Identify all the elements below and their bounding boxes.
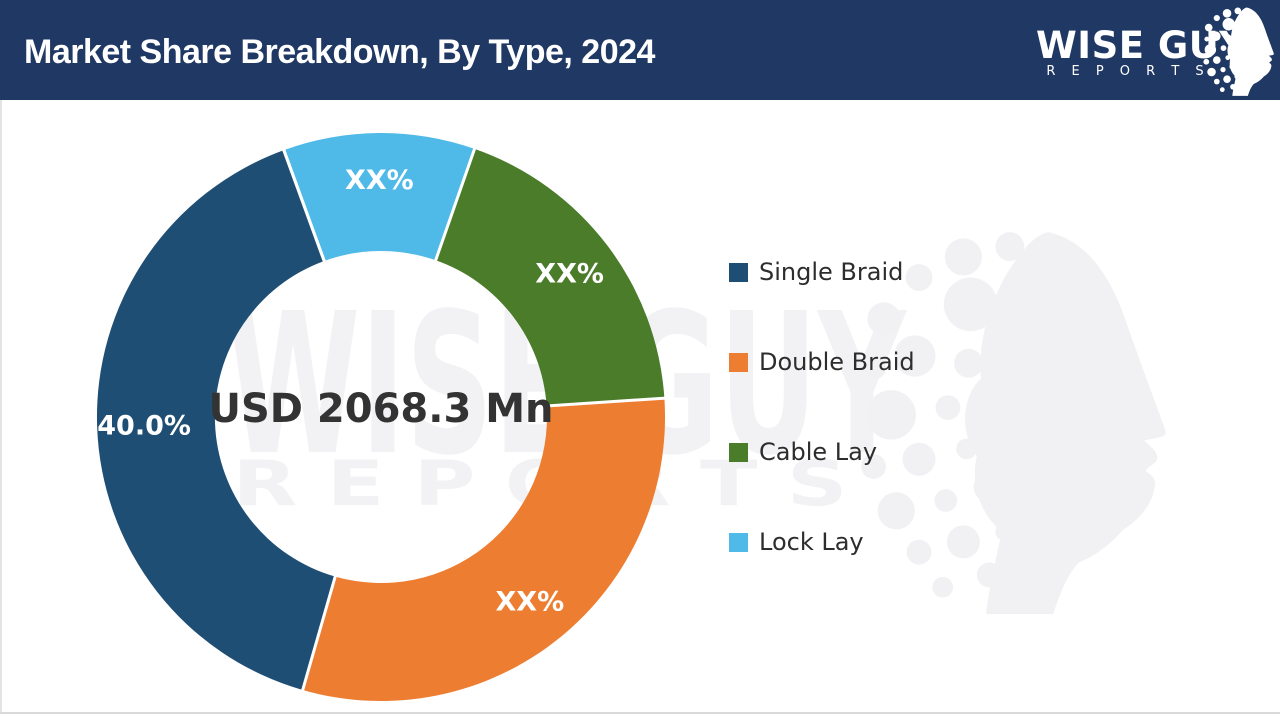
legend-label-cable-lay: Cable Lay [759,438,878,466]
donut-segment-separator [300,574,338,692]
legend-label-double-braid: Double Braid [759,348,915,376]
logo-tagline-text: R E P O R T S [1046,64,1210,79]
legend-swatch-single-braid [729,262,748,282]
legend-item-single-braid: Single Braid [729,258,903,286]
legend-item-double-braid: Double Braid [729,348,915,376]
donut-segment-double-braid [302,398,666,702]
legend-item-lock-lay: Lock Lay [729,528,864,556]
legend-swatch-cable-lay [729,442,748,462]
legend-label-single-braid: Single Braid [759,258,904,286]
legend-label-lock-lay: Lock Lay [759,528,864,556]
page-title: Market Share Breakdown, By Type, 2024 [24,33,655,71]
donut-segment-label-single-braid: 40.0% [97,410,191,441]
donut-segment-separator [544,396,666,408]
legend-swatch-double-braid [729,352,748,372]
bottom-divider [0,712,1280,714]
legend-swatch-lock-lay [729,532,748,552]
header-bar: Market Share Breakdown, By Type, 2024 WI… [0,0,1280,100]
donut-segment-separator [433,147,477,263]
donut-center-value: USD 2068.3 Mn [208,386,554,432]
donut-segment-label-lock-lay: XX% [345,165,414,196]
donut-segment-cable-lay [435,148,665,406]
left-edge-divider [0,100,2,712]
donut-segment-separator [282,148,327,264]
donut-segment-single-braid [96,150,336,691]
donut-segment-label-double-braid: XX% [495,586,564,617]
donut-segment-lock-lay [283,133,475,261]
donut-segment-label-cable-lay: XX% [535,258,604,289]
legend-item-cable-lay: Cable Lay [729,438,877,466]
